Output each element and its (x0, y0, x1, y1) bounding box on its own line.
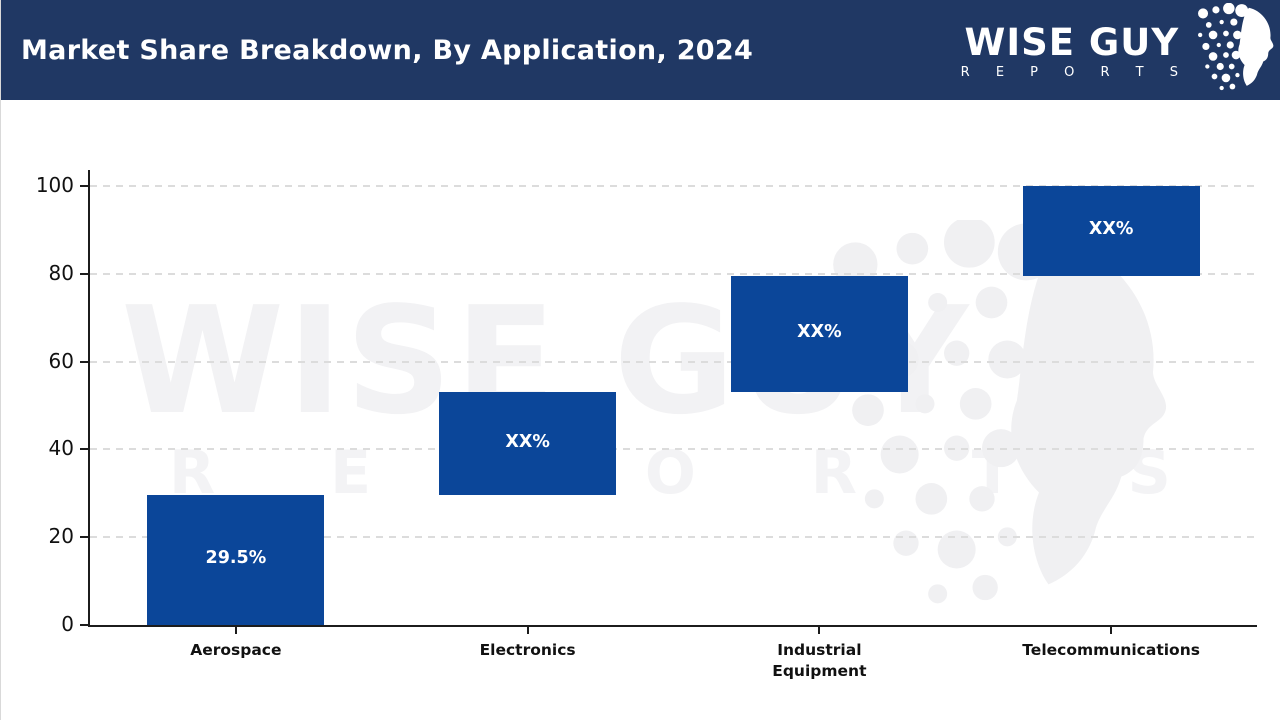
bar-telecommunications (1022, 186, 1200, 276)
y-tick-100 (80, 185, 90, 187)
bar-label-telecommunications: XX% (1088, 218, 1134, 239)
wise-guy-reports-logo: WISE GUY R E P O R T S (955, 0, 1280, 100)
x-tick-industrial (818, 627, 821, 634)
gridline-y100 (90, 185, 1257, 187)
logo-subtitle: R E P O R T S (960, 65, 1189, 80)
header-banner: Market Share Breakdown, By Application, … (1, 0, 1280, 100)
y-tick-label-20: 20 (48, 524, 74, 549)
dotted-head-icon (1198, 3, 1274, 91)
x-label-aerospace: Aerospace (190, 641, 282, 659)
logo-text: WISE GUY R E P O R T S (955, 21, 1189, 81)
y-tick-label-0: 0 (61, 612, 74, 636)
gridline-y80 (90, 272, 1257, 275)
bar-label-electronics: XX% (505, 431, 550, 452)
bar-electronics (439, 392, 617, 496)
y-tick-label-60: 60 (48, 348, 74, 373)
y-tick-40 (80, 448, 90, 451)
x-tick-telecommunications (1110, 627, 1113, 634)
x-tick-electronics (526, 627, 529, 634)
chart-area: WISE GUY R E P O R T S 0 20 40 60 80 100 29.5%… (1, 100, 1280, 720)
gridline-y40 (90, 448, 1257, 451)
y-tick-label-40: 40 (48, 436, 74, 461)
bar-aerospace (147, 495, 325, 625)
y-tick-80 (80, 272, 90, 275)
y-tick-20 (80, 536, 90, 539)
logo-wordmark: WISE GUY (964, 21, 1180, 64)
x-label-industrial: Industrial Equipment (772, 641, 867, 680)
y-tick-0 (80, 624, 90, 626)
y-axis-line (88, 170, 90, 627)
y-tick-label-100: 100 (35, 173, 74, 197)
y-tick-label-80: 80 (48, 260, 74, 285)
bar-industrial (730, 275, 908, 393)
bar-label-industrial: XX% (797, 322, 842, 343)
x-tick-aerospace (234, 627, 237, 634)
y-tick-60 (80, 360, 90, 363)
gridline-y60 (90, 360, 1257, 363)
page-title: Market Share Breakdown, By Application, … (21, 34, 754, 66)
x-axis-line (88, 625, 1257, 627)
gridline-y20 (90, 536, 1257, 539)
x-label-telecommunications: Telecommunications (1022, 641, 1200, 659)
x-label-electronics: Electronics (479, 641, 576, 659)
bar-label-aerospace: 29.5% (205, 548, 267, 569)
